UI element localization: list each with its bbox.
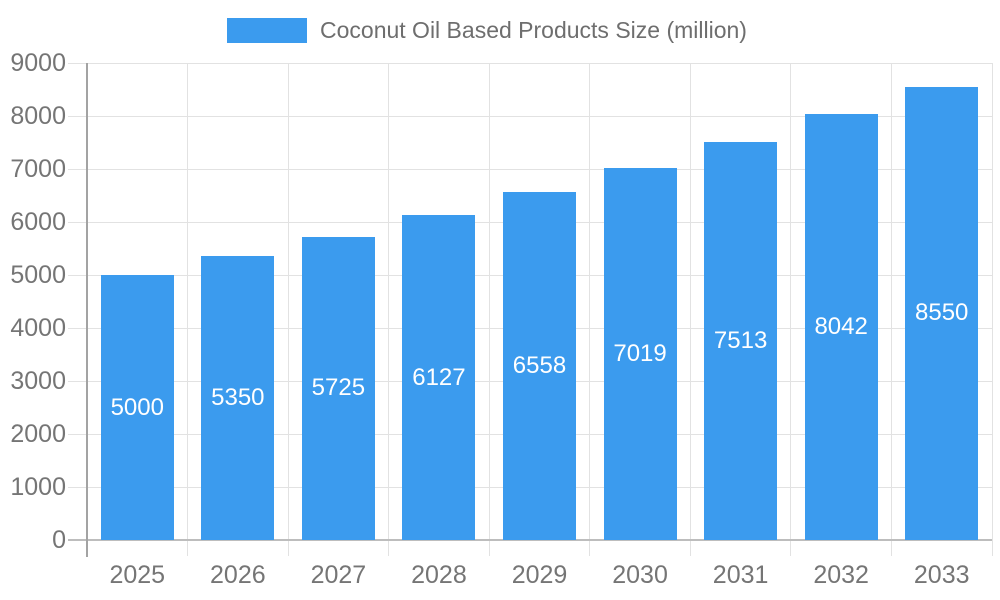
x-tick-label: 2029 (511, 561, 568, 589)
gridline-vertical (589, 63, 591, 556)
x-tick-label: 2031 (712, 561, 769, 589)
x-tick-label: 2030 (612, 561, 668, 589)
x-tick-label: 2028 (411, 561, 467, 589)
legend-item[interactable]: Coconut Oil Based Products Size (million… (227, 18, 747, 43)
x-tick-label: 2025 (109, 561, 166, 589)
gridline-horizontal (68, 116, 992, 117)
bar: 8550 (905, 86, 979, 540)
bar: 5350 (201, 256, 275, 540)
y-tick-label: 5000 (10, 261, 66, 289)
gridline-vertical (890, 63, 892, 556)
x-tick-label: 2032 (813, 561, 869, 589)
legend-swatch (227, 18, 307, 43)
x-axis-baseline (68, 539, 992, 541)
y-axis-line (86, 63, 88, 557)
gridline-vertical (790, 63, 792, 556)
x-tick-label: 2026 (210, 561, 266, 589)
bar-value-label: 5725 (311, 374, 366, 402)
y-tick-label: 9000 (10, 49, 66, 77)
bar: 7513 (704, 141, 778, 540)
x-tick-label: 2033 (913, 561, 970, 589)
bar: 8042 (804, 113, 878, 540)
plot-area: 5000 5350 5725 6127 6558 7019 7513 8042 8550 (68, 63, 993, 557)
bar: 6558 (503, 192, 576, 540)
y-tick-label: 4000 (10, 314, 66, 342)
bar-value-label: 5000 (110, 393, 164, 421)
bar: 5725 (301, 236, 375, 540)
bar-value-label: 5350 (211, 384, 265, 412)
y-tick-label: 3000 (10, 367, 66, 395)
gridline-vertical (488, 63, 490, 556)
gridline-vertical (388, 63, 390, 556)
y-tick-label: 8000 (10, 102, 66, 130)
legend-label: Coconut Oil Based Products Size (million… (320, 17, 747, 43)
gridline-horizontal (68, 169, 992, 170)
gridline-horizontal (68, 63, 992, 64)
bar: 7019 (603, 168, 677, 540)
bar: 5000 (100, 275, 174, 540)
bar-value-label: 7513 (713, 326, 768, 354)
y-tick-label: 6000 (10, 208, 66, 236)
bar-value-label: 7019 (613, 340, 667, 367)
bar: 6127 (402, 215, 476, 540)
y-tick-label: 1000 (10, 473, 66, 501)
y-tick-label: 0 (52, 526, 66, 554)
bar-value-label: 8550 (915, 299, 969, 327)
bar-value-label: 6127 (412, 363, 466, 391)
bar-value-label: 6558 (512, 352, 567, 380)
gridline-vertical (287, 63, 289, 556)
gridline-vertical (689, 63, 691, 556)
x-tick-label: 2027 (310, 561, 367, 589)
bar-value-label: 8042 (814, 312, 868, 340)
gridline-vertical (991, 63, 993, 556)
gridline-vertical (187, 63, 189, 556)
y-tick-label: 7000 (10, 155, 66, 183)
y-tick-label: 2000 (10, 420, 66, 448)
